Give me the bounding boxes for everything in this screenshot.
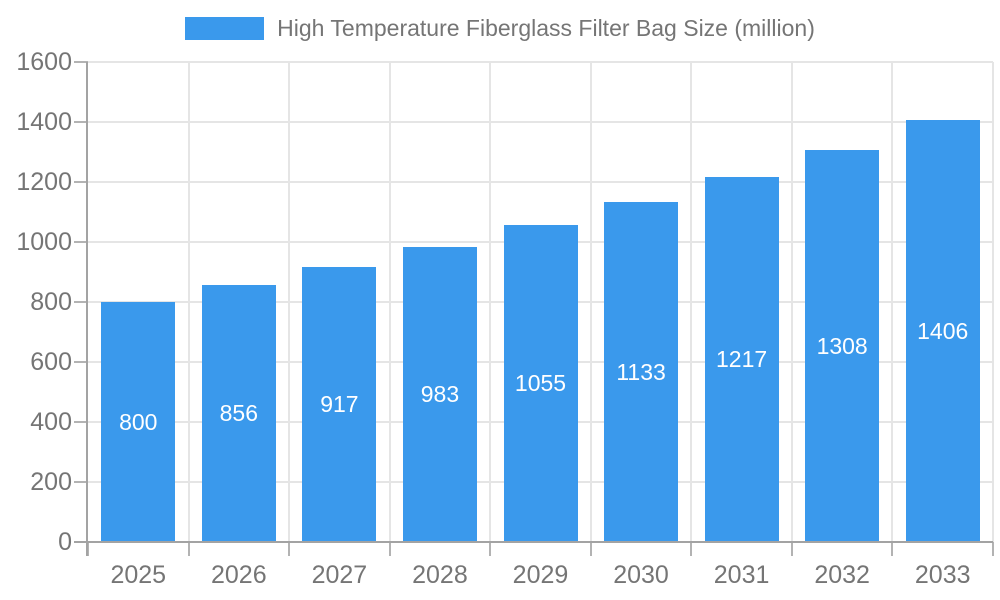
x-gridline	[288, 62, 291, 542]
y-axis-tick	[74, 360, 88, 363]
x-axis-tick	[187, 541, 190, 556]
y-axis-label: 800	[30, 287, 72, 316]
x-gridline	[187, 62, 190, 542]
y-gridline	[88, 61, 993, 63]
y-axis-label: 400	[30, 407, 72, 436]
x-axis-label: 2030	[613, 561, 669, 589]
x-axis-tick	[388, 541, 391, 556]
y-axis-tick	[74, 240, 88, 243]
y-axis-tick	[74, 61, 88, 63]
x-gridline	[992, 62, 994, 542]
bar-value-label: 1217	[716, 346, 768, 373]
x-axis-label: 2026	[211, 561, 267, 589]
bar-value-label: 1133	[616, 358, 666, 385]
bar-2026[interactable]	[201, 284, 276, 542]
x-axis-tick	[288, 541, 291, 556]
y-axis-label: 1400	[16, 107, 72, 136]
y-axis-line	[86, 62, 88, 556]
x-axis-tick	[87, 541, 89, 556]
y-axis-label: 1000	[16, 227, 72, 256]
x-axis-label: 2029	[512, 561, 569, 589]
bar-2031[interactable]	[704, 176, 779, 542]
bar-value-label: 1055	[514, 370, 567, 397]
bar-value-label: 983	[420, 381, 460, 408]
x-axis-tick	[589, 541, 592, 556]
x-axis-tick	[992, 541, 994, 556]
y-axis-tick	[74, 420, 88, 423]
x-axis-label: 2025	[110, 561, 167, 589]
y-gridline	[88, 120, 993, 123]
y-axis-tick	[74, 120, 88, 123]
x-axis-tick	[489, 541, 492, 556]
bar-value-label: 1406	[917, 317, 969, 344]
bar-2030[interactable]	[604, 201, 679, 542]
bar-2027[interactable]	[302, 266, 377, 542]
y-axis-label: 1200	[16, 167, 72, 196]
chart-legend[interactable]: High Temperature Fiberglass Filter Bag S…	[0, 14, 1000, 42]
bar-value-label: 800	[119, 408, 158, 435]
bar-2028[interactable]	[402, 246, 477, 542]
y-axis-tick	[74, 180, 88, 183]
y-gridline	[88, 180, 993, 183]
legend-swatch	[185, 16, 265, 40]
x-axis-tick	[891, 541, 894, 556]
legend-label: High Temperature Fiberglass Filter Bag S…	[277, 15, 815, 41]
bar-value-label: 856	[219, 400, 259, 427]
x-axis-label: 2027	[311, 561, 368, 589]
y-axis-label: 0	[58, 527, 72, 556]
x-axis-label: 2033	[914, 561, 971, 589]
x-axis-tick	[690, 541, 693, 556]
y-axis-label: 200	[30, 467, 72, 496]
x-gridline	[690, 62, 693, 542]
y-axis-tick	[74, 300, 88, 303]
bar-2033[interactable]	[905, 120, 980, 542]
x-gridline	[589, 62, 592, 542]
bar-2032[interactable]	[805, 149, 880, 542]
bar-value-label: 917	[320, 391, 359, 418]
y-axis-label: 600	[30, 347, 72, 376]
bar-2029[interactable]	[503, 225, 578, 542]
y-axis-label: 1600	[16, 48, 72, 76]
x-axis-label: 2031	[713, 561, 770, 589]
x-gridline	[388, 62, 391, 542]
x-axis-label: 2028	[412, 561, 468, 589]
x-gridline	[790, 62, 793, 542]
x-gridline	[891, 62, 894, 542]
bar-value-label: 1308	[816, 332, 868, 359]
y-axis-tick	[74, 480, 88, 483]
x-axis-line	[74, 541, 993, 543]
x-gridline	[489, 62, 492, 542]
x-axis-label: 2032	[814, 561, 870, 589]
x-axis-tick	[790, 541, 793, 556]
bar-2025[interactable]	[101, 301, 176, 542]
